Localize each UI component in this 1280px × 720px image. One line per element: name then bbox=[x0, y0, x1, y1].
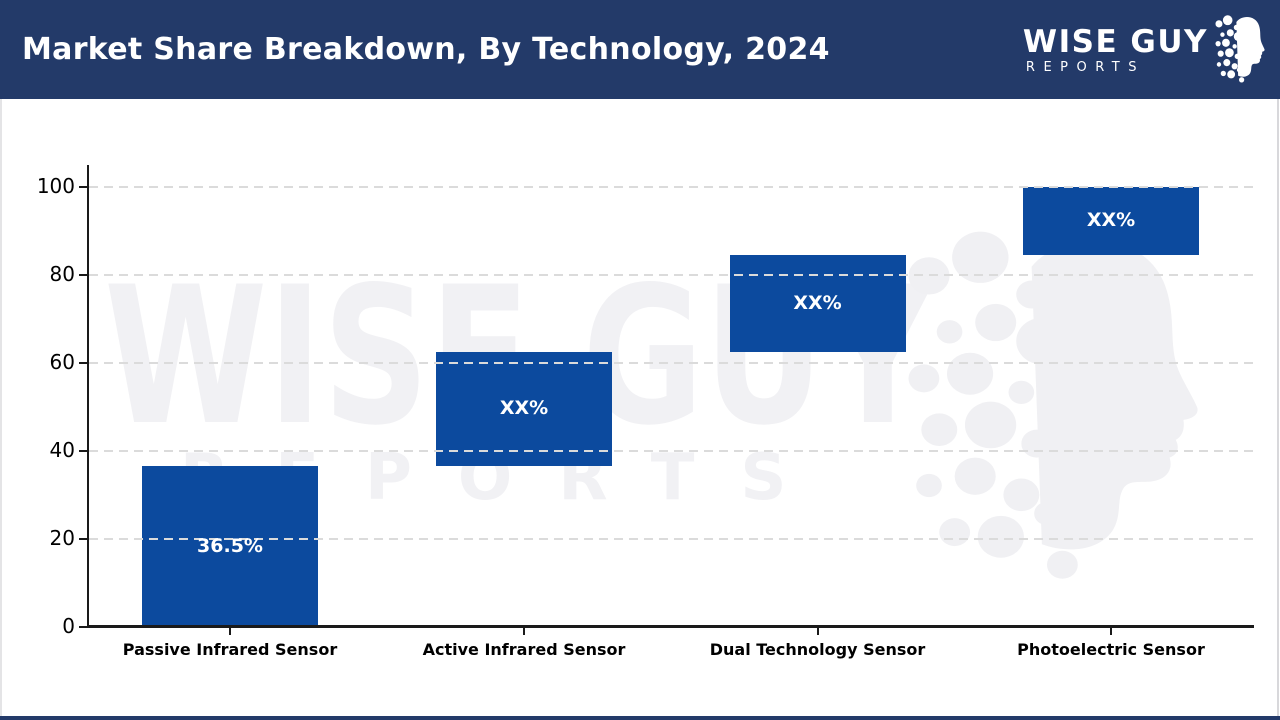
bar-segment bbox=[142, 466, 318, 627]
logo-head-icon bbox=[1215, 15, 1265, 83]
left-border bbox=[0, 99, 2, 716]
logo-reports-text: REPORTS bbox=[1025, 59, 1146, 75]
footer-accent-bar bbox=[0, 716, 1280, 720]
gridline bbox=[89, 362, 1253, 364]
x-axis-spine bbox=[87, 625, 1254, 628]
y-axis-tick-label: 60 bbox=[49, 350, 75, 374]
bar-value-label: XX% bbox=[1086, 209, 1136, 232]
gridline bbox=[89, 450, 1253, 452]
y-axis-tick-label: 0 bbox=[62, 614, 75, 638]
y-axis-tick bbox=[79, 538, 87, 540]
x-category-label: Dual Technology Sensor bbox=[709, 640, 926, 659]
x-axis-tick bbox=[229, 628, 231, 635]
x-category-label: Active Infrared Sensor bbox=[422, 640, 626, 659]
x-axis-tick bbox=[1110, 628, 1112, 635]
bar-segment bbox=[436, 352, 612, 467]
watermark-head-logo bbox=[908, 231, 1198, 579]
gridline bbox=[89, 274, 1253, 276]
bar-value-label: XX% bbox=[793, 291, 842, 314]
bar-segment bbox=[729, 255, 906, 352]
x-category-label: Photoelectric Sensor bbox=[1017, 640, 1205, 659]
y-axis-tick-label: 80 bbox=[49, 262, 75, 286]
page-title: Market Share Breakdown, By Technology, 2… bbox=[22, 32, 830, 67]
x-axis-tick bbox=[816, 628, 819, 635]
y-axis-spine bbox=[87, 165, 89, 628]
bar-segment bbox=[1023, 187, 1199, 256]
x-category-label: Passive Infrared Sensor bbox=[122, 640, 338, 659]
y-axis-tick bbox=[79, 626, 87, 628]
y-axis-tick bbox=[79, 274, 87, 276]
y-axis-tick bbox=[79, 450, 87, 452]
y-axis-tick-label: 100 bbox=[36, 174, 75, 198]
header-bar: Market Share Breakdown, By Technology, 2… bbox=[0, 0, 1280, 99]
bar-value-label: 36.5% bbox=[197, 534, 263, 557]
gridline bbox=[89, 186, 1253, 188]
bar-value-label: XX% bbox=[499, 397, 549, 420]
x-axis-tick bbox=[523, 628, 525, 635]
y-axis-tick-label: 20 bbox=[49, 526, 75, 550]
gridline bbox=[89, 538, 1253, 540]
y-axis-tick-label: 40 bbox=[49, 438, 75, 462]
right-border bbox=[1277, 99, 1279, 716]
brand-logo: WISE GUY REPORTS bbox=[1023, 10, 1266, 90]
y-axis-tick bbox=[79, 362, 87, 364]
y-axis-tick bbox=[79, 186, 87, 188]
logo-name-text: WISE GUY bbox=[1022, 23, 1208, 60]
